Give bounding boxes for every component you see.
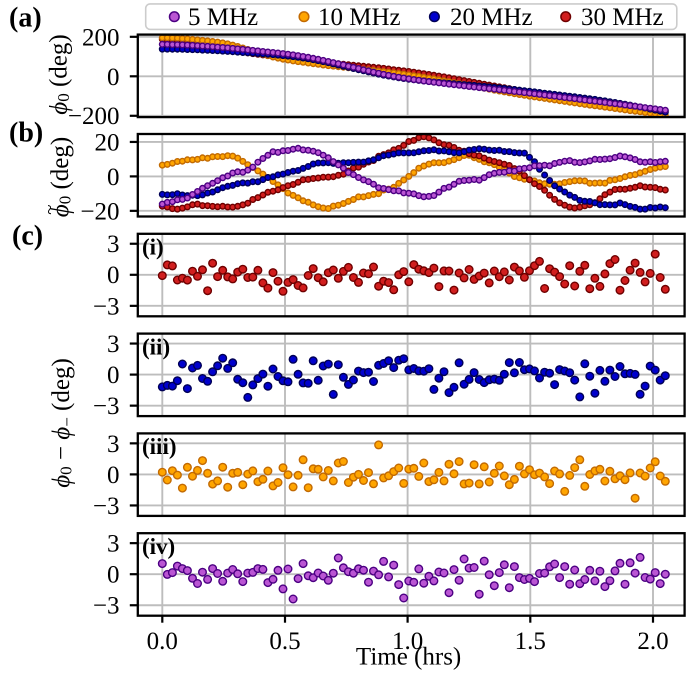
svg-text:3: 3 (107, 531, 120, 558)
svg-text:0.0: 0.0 (147, 628, 178, 655)
svg-text:5 MHz: 5 MHz (188, 4, 258, 31)
svg-text:200: 200 (82, 24, 120, 51)
svg-text:Time (hrs): Time (hrs) (356, 644, 461, 671)
svg-text:−3: −3 (93, 393, 120, 420)
svg-text:1.0: 1.0 (392, 628, 423, 655)
svg-text:(i): (i) (142, 235, 164, 260)
svg-text:20 MHz: 20 MHz (450, 4, 533, 31)
svg-text:−3: −3 (93, 293, 120, 320)
svg-text:0: 0 (107, 362, 120, 389)
svg-text:3: 3 (107, 231, 120, 258)
svg-text:ϕ0​ (deg): ϕ0​ (deg) (46, 34, 73, 114)
svg-text:−3: −3 (93, 493, 120, 520)
svg-text:(b): (b) (9, 118, 43, 149)
svg-text:(iv): (iv) (142, 534, 175, 559)
svg-text:30 MHz: 30 MHz (581, 4, 664, 31)
svg-text:~: ~ (40, 204, 61, 214)
svg-text:0: 0 (107, 164, 120, 191)
svg-text:(c): (c) (12, 221, 43, 252)
svg-text:−200: −200 (68, 103, 120, 130)
svg-text:3: 3 (107, 331, 120, 358)
svg-text:0: 0 (107, 562, 120, 589)
svg-text:2.0: 2.0 (637, 628, 668, 655)
svg-text:20: 20 (95, 129, 120, 156)
svg-text:(ii): (ii) (142, 334, 170, 359)
svg-text:0: 0 (107, 262, 120, 289)
svg-text:3: 3 (107, 431, 120, 458)
svg-text:0: 0 (107, 462, 120, 489)
svg-text:(iii): (iii) (142, 434, 177, 459)
svg-text:(a): (a) (9, 3, 42, 34)
svg-text:10 MHz: 10 MHz (318, 4, 401, 31)
svg-text:0: 0 (107, 64, 120, 91)
svg-text:−20: −20 (80, 198, 119, 225)
svg-text:−3: −3 (93, 593, 120, 620)
svg-text:1.5: 1.5 (515, 628, 546, 655)
svg-text:0.5: 0.5 (269, 628, 300, 655)
